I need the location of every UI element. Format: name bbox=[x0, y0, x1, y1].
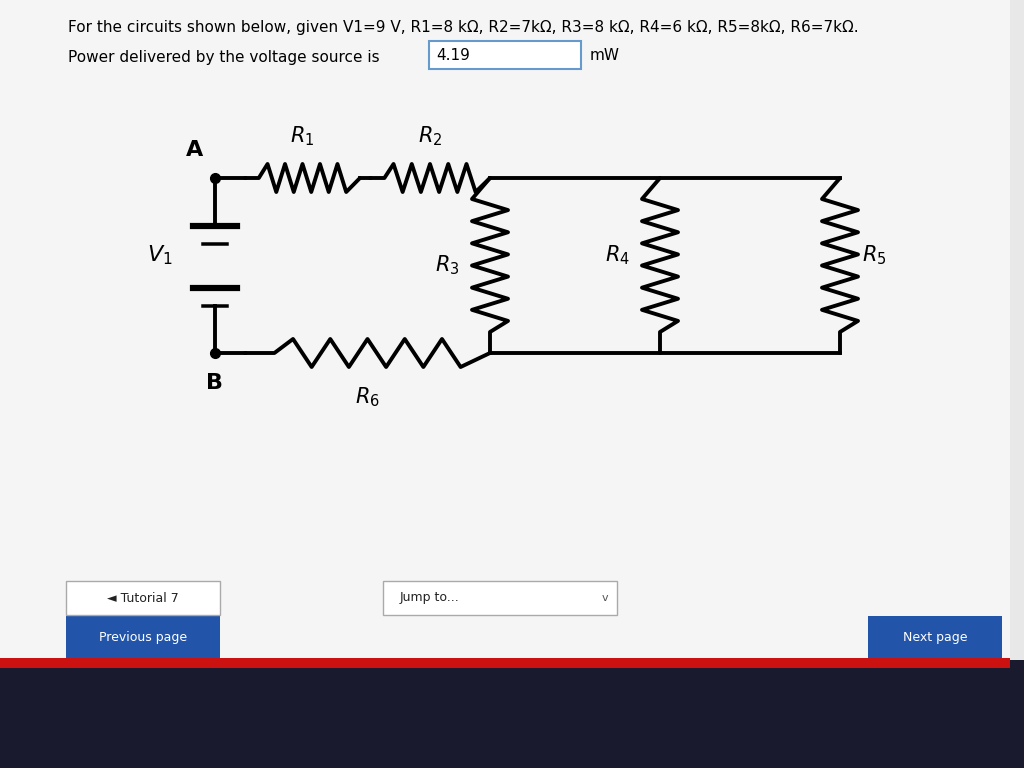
FancyBboxPatch shape bbox=[0, 103, 1010, 663]
FancyBboxPatch shape bbox=[868, 616, 1002, 658]
Text: B: B bbox=[207, 373, 223, 393]
FancyBboxPatch shape bbox=[383, 581, 617, 615]
Text: $R_3$: $R_3$ bbox=[435, 253, 460, 277]
FancyBboxPatch shape bbox=[66, 581, 220, 615]
Text: 4.19: 4.19 bbox=[436, 48, 470, 62]
Text: ◄ Tutorial 7: ◄ Tutorial 7 bbox=[108, 591, 179, 604]
Text: v: v bbox=[601, 593, 608, 603]
Text: Previous page: Previous page bbox=[99, 631, 187, 644]
Text: Jump to...: Jump to... bbox=[400, 591, 460, 604]
Text: $V_1$: $V_1$ bbox=[147, 243, 173, 267]
FancyBboxPatch shape bbox=[66, 616, 220, 658]
Text: $R_4$: $R_4$ bbox=[605, 243, 630, 267]
Text: $R_2$: $R_2$ bbox=[418, 124, 442, 148]
Text: mW: mW bbox=[590, 48, 620, 62]
Text: A: A bbox=[185, 140, 203, 160]
Text: $R_5$: $R_5$ bbox=[862, 243, 887, 267]
FancyBboxPatch shape bbox=[0, 658, 1010, 668]
FancyBboxPatch shape bbox=[0, 0, 1010, 148]
Text: Next page: Next page bbox=[903, 631, 968, 644]
FancyBboxPatch shape bbox=[429, 41, 581, 69]
Text: Power delivered by the voltage source is: Power delivered by the voltage source is bbox=[68, 50, 380, 65]
Text: $R_1$: $R_1$ bbox=[291, 124, 314, 148]
Text: $R_6$: $R_6$ bbox=[355, 385, 380, 409]
FancyBboxPatch shape bbox=[0, 660, 1024, 768]
Text: For the circuits shown below, given V1=9 V, R1=8 kΩ, R2=7kΩ, R3=8 kΩ, R4=6 kΩ, R: For the circuits shown below, given V1=9… bbox=[68, 20, 859, 35]
